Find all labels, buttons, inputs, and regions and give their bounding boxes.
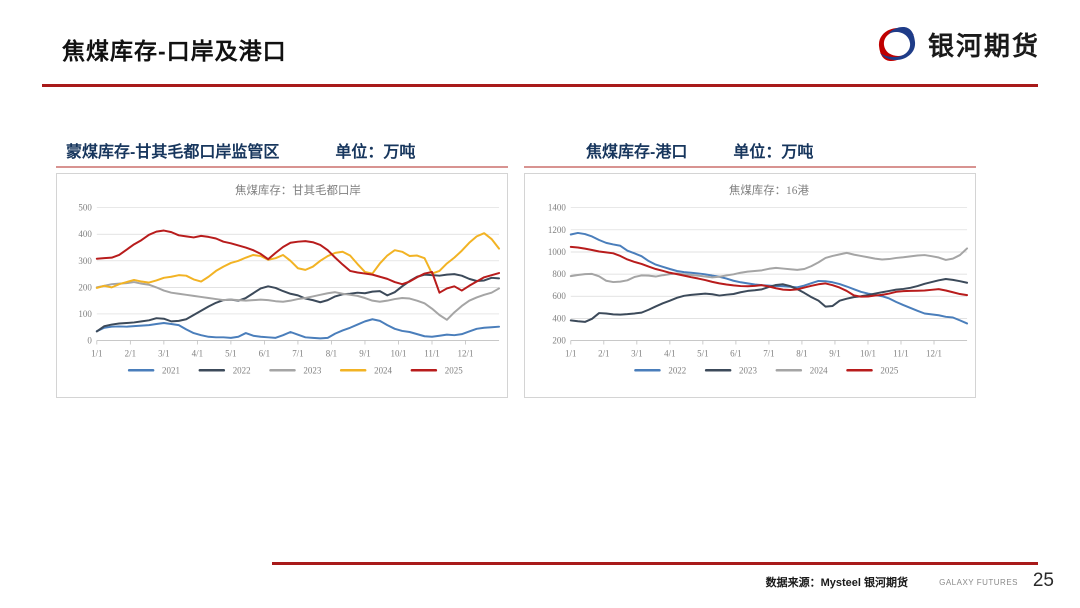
y-axis-tick-label: 300 [78,256,92,266]
panel-unit-right: 单位：万吨 [733,144,814,161]
legend-label-2025[interactable]: 2025 [445,366,463,376]
page-title: 焦煤库存-口岸及港口 [62,38,287,64]
y-axis-tick-label: 600 [552,291,566,301]
galaxy-futures-logo-icon [878,27,916,61]
x-axis-tick-label: 3/1 [631,348,642,358]
x-axis-tick-label: 10/1 [860,348,876,358]
panel-title-left: 蒙煤库存-甘其毛都口岸监管区 [66,144,280,161]
y-axis-tick-label: 500 [78,203,92,213]
page-number: 25 [1032,570,1054,591]
x-axis-tick-label: 12/1 [458,348,474,358]
x-axis-tick-label: 4/1 [664,348,675,358]
panel-header-left: 蒙煤库存-甘其毛都口岸监管区 单位：万吨 [56,132,508,162]
y-axis-tick-label: 400 [78,229,92,239]
legend-label-2022[interactable]: 2022 [233,366,251,376]
brand-lockup: 银河期货 [875,24,1040,64]
y-axis-tick-label: 800 [552,269,566,279]
x-axis-tick-label: 8/1 [796,348,807,358]
legend-label-2021[interactable]: 2021 [162,366,180,376]
y-axis-tick-label: 1400 [548,203,566,213]
x-axis-tick-label: 9/1 [829,348,840,358]
chart-panel-right: 焦煤库存-港口 单位：万吨 焦煤库存：16港 200 400 600 800 1000 12… [524,132,976,398]
x-axis-tick-label: 8/1 [326,348,337,358]
x-axis-tick-label: 2/1 [598,348,609,358]
x-axis-tick-label: 4/1 [192,348,203,358]
x-axis-tick-label: 5/1 [697,348,708,358]
panel-divider-left [56,166,508,168]
series-line-2023 [95,281,501,321]
legend-label-2024[interactable]: 2024 [374,366,392,376]
series-line-2021 [95,318,501,340]
footer-divider [272,562,1038,565]
x-axis-tick-label: 1/1 [565,348,576,358]
chart-container-left: 焦煤库存：甘其毛都口岸 0 100 200 300 400 500 1/1 2/1 3/1 4/1 5… [56,173,508,398]
x-axis-tick-label: 1/1 [91,348,102,358]
brand-name: 银河期货 [927,30,1040,61]
y-axis-tick-label: 100 [78,309,92,319]
line-chart-ganqimaodu: 焦煤库存：甘其毛都口岸 0 100 200 300 400 500 1/1 2/1 3/1 4/1 5… [78,183,501,376]
line-chart-16-ports: 焦煤库存：16港 200 400 600 800 1000 1200 1400 1/1 2/1 3/… [548,183,969,376]
y-axis-tick-label: 1000 [548,247,566,257]
x-axis-tick-label: 10/1 [391,348,407,358]
chart-title: 焦煤库存：16港 [729,183,810,197]
panel-unit-left: 单位：万吨 [335,144,416,161]
x-axis-tick-label: 7/1 [292,348,303,358]
x-axis-tick-label: 11/1 [893,348,909,358]
y-axis-tick-label: 1200 [548,225,566,235]
y-axis-tick-label: 200 [552,335,566,345]
x-axis-tick-label: 6/1 [730,348,741,358]
y-axis-tick-label: 0 [87,335,92,345]
x-axis-tick-label: 6/1 [259,348,270,358]
x-axis-tick-label: 7/1 [763,348,774,358]
footer-brand-latin: GALAXY FUTURES [939,578,1018,587]
legend-label-2022[interactable]: 2022 [668,366,686,376]
panel-header-right: 焦煤库存-港口 单位：万吨 [524,132,976,162]
series-line-2025 [95,229,501,294]
legend-label-2023[interactable]: 2023 [739,366,757,376]
slide-header: 焦煤库存-口岸及港口 银河期货 [0,0,1080,92]
chart-container-right: 焦煤库存：16港 200 400 600 800 1000 1200 1400 1/1 2/1 3/… [524,173,976,398]
header-divider [42,84,1038,87]
x-axis-tick-label: 12/1 [926,348,942,358]
panel-divider-right [524,166,976,168]
data-source-text: 数据来源：Mysteel 银河期货 [765,577,908,589]
series-line-2022 [95,273,501,333]
x-axis-tick-label: 3/1 [158,348,169,358]
y-axis-tick-label: 400 [552,313,566,323]
series-line-2024 [569,247,969,284]
chart-panel-left: 蒙煤库存-甘其毛都口岸监管区 单位：万吨 焦煤库存：甘其毛都口岸 0 100 200 3… [56,132,508,398]
legend-label-2024[interactable]: 2024 [810,366,828,376]
x-axis-tick-label: 9/1 [359,348,370,358]
x-axis-tick-label: 2/1 [125,348,136,358]
chart-title: 焦煤库存：甘其毛都口岸 [235,183,361,197]
panel-title-right: 焦煤库存-港口 [586,144,688,161]
x-axis-tick-label: 11/1 [424,348,440,358]
x-axis-tick-label: 5/1 [225,348,236,358]
legend-label-2025[interactable]: 2025 [880,366,898,376]
legend-label-2023[interactable]: 2023 [303,366,321,376]
series-line-2025 [569,245,969,298]
y-axis-tick-label: 200 [78,282,92,292]
